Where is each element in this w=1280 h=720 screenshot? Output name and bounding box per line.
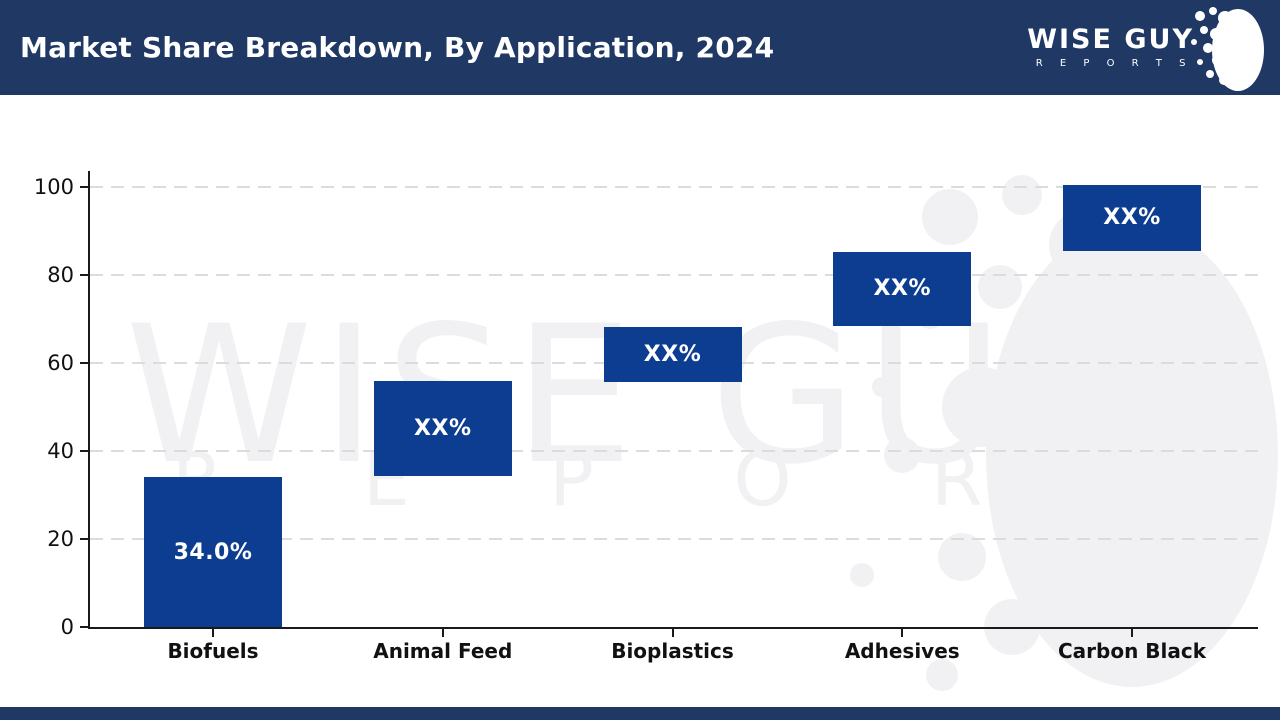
footer-bar [0,707,1280,720]
y-axis-label: 100 [33,174,74,199]
gridline-y40 [90,449,1258,452]
y-axis-tick [80,361,88,364]
y-axis-tick [80,273,88,276]
logo-wordmark: WISE GUY [1027,24,1194,56]
y-axis-label: 40 [47,438,74,463]
x-axis-tick [212,629,214,637]
bar-segment: XX% [1063,184,1201,251]
bar-value-label: XX% [1103,205,1161,231]
chart-title: Market Share Breakdown, By Application, … [20,31,775,64]
bar-segment: XX% [603,327,742,382]
x-axis-tick [441,629,444,637]
y-axis-tick [80,185,88,188]
gridline-y80 [90,273,1258,276]
y-axis-tick [80,537,88,540]
header-bar: Market Share Breakdown, By Application, … [0,0,1280,95]
x-axis-label: Carbon Black [1057,639,1207,663]
y-axis-tick [80,449,88,452]
watermark-face-icon [850,175,1278,691]
chart-area: WISE GUY R E P O R T S 02040608010034.0%… [0,95,1280,707]
x-axis-label: Biofuels [167,639,259,663]
bar-value-label: 34.0% [173,539,253,565]
x-axis-tick [671,629,674,637]
y-axis-tick [80,626,88,628]
bar-segment: XX% [833,251,972,327]
x-axis-tick [1131,629,1133,637]
gridline-y100 [90,185,1258,188]
bar-segment: XX% [373,381,512,476]
x-axis-tick [901,629,904,637]
x-axis-label: Bioplastics [611,639,734,663]
logo-face-icon [1191,6,1264,91]
y-axis-label: 80 [47,262,74,287]
y-axis-label: 20 [47,526,74,551]
bar-value-label: XX% [873,276,931,302]
y-axis-label: 0 [60,615,74,639]
bar-segment: 34.0% [144,477,282,627]
plot-area: 0 20 40 60 80 100 34.0% Biofuels XX% Animal Feed X… [34,171,1258,663]
wiseguy-logo: WISE GUY R E P O R T S [1027,4,1266,92]
bar-value-label: XX% [643,342,702,368]
logo-text: WISE GUY R E P O R T S [1027,24,1194,69]
x-axis-label: Animal Feed [373,639,513,663]
logo-subtitle: R E P O R T S [1035,57,1193,69]
bar-value-label: XX% [414,416,472,441]
y-axis-label: 60 [47,350,74,375]
x-axis-label: Adhesives [844,639,960,663]
gridline-y20 [90,537,1258,540]
